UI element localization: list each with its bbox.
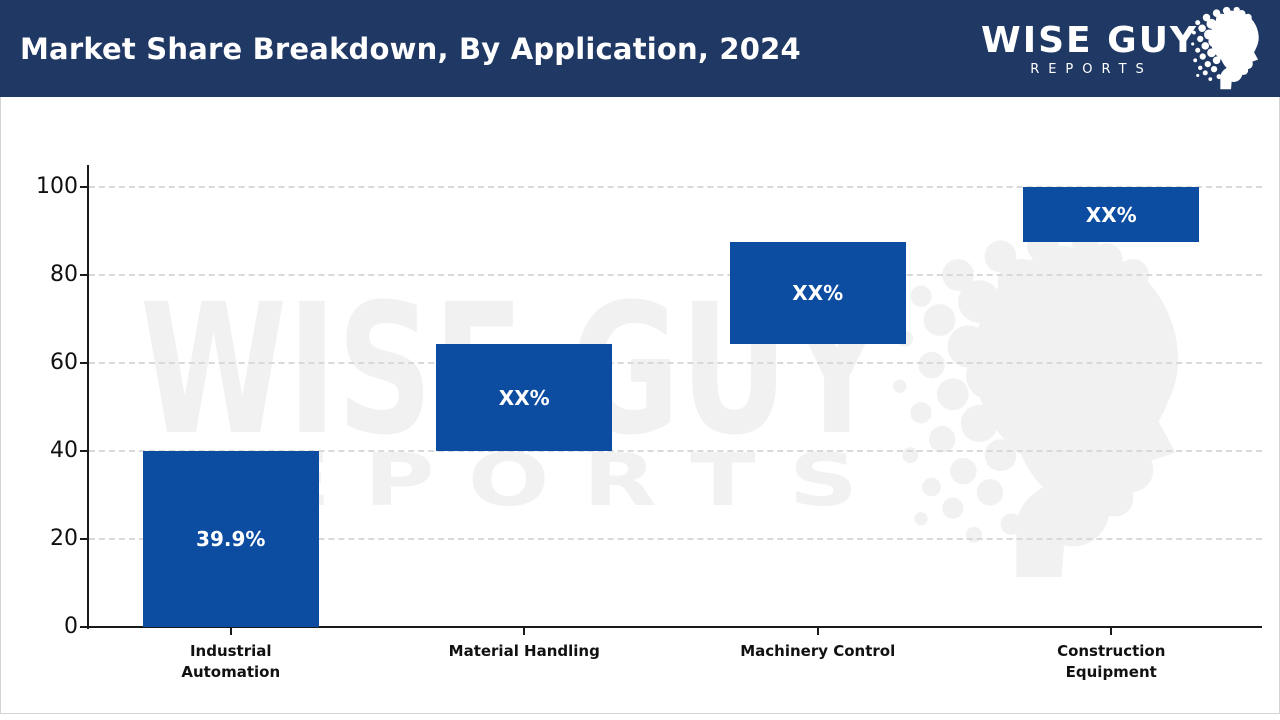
bar-value-label: XX% [1085,202,1137,227]
y-tick-label: 100 [36,174,78,199]
wiseguy-logo: WISE GUY REPORTS [981,4,1268,94]
logo-text: WISE GUY REPORTS [980,19,1198,77]
gridline [89,186,1262,188]
bar-segment: 39.9% [142,451,319,627]
y-axis-spine [87,165,89,629]
y-tick-label: 80 [50,262,78,287]
y-tick-mark [80,186,88,188]
logo-subtitle: REPORTS [1030,61,1153,77]
bar-value-label: XX% [792,281,844,306]
bar-value-label: 39.9% [196,527,266,552]
page-title: Market Share Breakdown, By Application, … [20,31,801,66]
x-tick-mark [523,628,526,635]
y-tick-mark [80,450,88,452]
logo-wordmark: WISE GUY [980,19,1198,61]
gridline [89,538,1262,540]
y-tick-label: 0 [64,614,78,639]
y-tick-mark [80,362,88,364]
y-tick-label: 60 [50,350,78,375]
gridline [89,450,1262,452]
x-tick-mark [229,628,232,635]
category-label: Construction Equipment [1057,642,1166,681]
y-tick-label: 40 [50,438,78,463]
bar-value-label: XX% [498,385,550,410]
gridline [89,362,1262,364]
bar-segment: XX% [1023,187,1200,242]
x-axis-spine [88,626,1262,628]
y-tick-label: 20 [50,526,78,551]
gridline [89,274,1262,276]
y-tick-mark [80,626,88,628]
category-label: Industrial Automation [181,642,281,681]
header-bar: Market Share Breakdown, By Application, … [0,0,1280,97]
bar-segment: XX% [729,242,906,345]
category-label: Machinery Control [740,642,896,660]
x-tick-mark [1110,628,1113,635]
bar-segment: XX% [436,344,613,452]
y-tick-mark [80,274,88,276]
y-tick-mark [80,538,88,540]
x-tick-mark [816,628,819,635]
category-label: Material Handling [448,642,600,660]
